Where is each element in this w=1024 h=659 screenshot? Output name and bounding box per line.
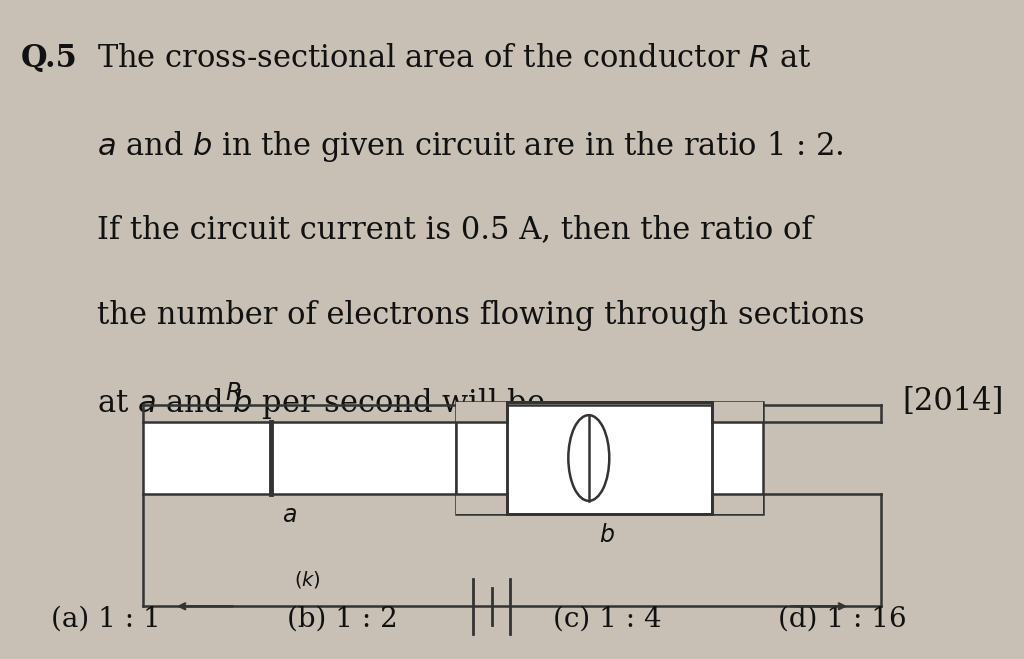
Text: $a$ and $b$ in the given circuit are in the ratio 1 : 2.: $a$ and $b$ in the given circuit are in … [97,129,844,163]
Text: The cross-sectional area of the conductor $R$ at: The cross-sectional area of the conducto… [97,43,812,74]
Bar [712,494,763,514]
Text: Q.5: Q.5 [20,43,77,74]
Text: the number of electrons flowing through sections: the number of electrons flowing through … [97,300,865,331]
Text: (b) 1 : 2: (b) 1 : 2 [287,606,397,633]
Text: [2014]: [2014] [902,386,1004,416]
Text: $(k)$: $(k)$ [294,569,321,590]
Text: (d) 1 : 16: (d) 1 : 16 [778,606,907,633]
Bar [143,422,456,494]
Bar [456,402,507,422]
Bar [507,402,712,514]
Text: $R$: $R$ [225,382,242,405]
Text: (a) 1 : 1: (a) 1 : 1 [51,606,161,633]
Text: at $a$ and $b$ per second will be: at $a$ and $b$ per second will be [97,386,545,420]
Bar [456,494,507,514]
Text: $a$: $a$ [282,504,297,527]
Text: $b$: $b$ [599,524,614,547]
Ellipse shape [568,415,609,501]
Bar [712,402,763,422]
Bar [456,402,763,514]
Text: (c) 1 : 4: (c) 1 : 4 [553,606,662,633]
Text: If the circuit current is 0.5 A, then the ratio of: If the circuit current is 0.5 A, then th… [97,214,813,245]
